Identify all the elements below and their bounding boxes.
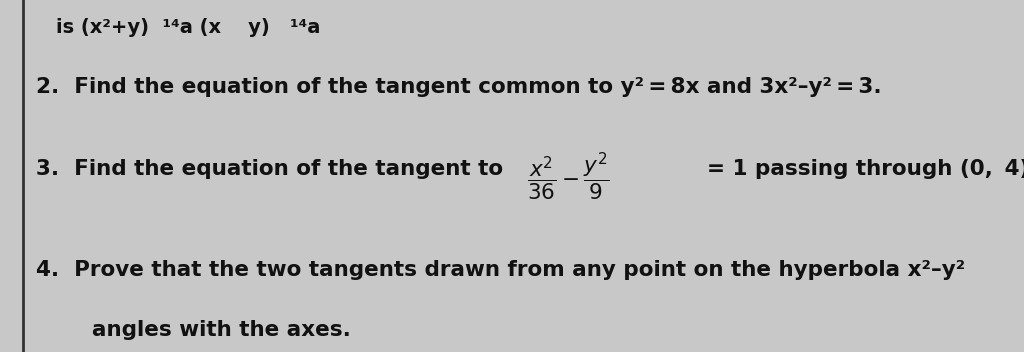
Text: $\dfrac{x^2}{36}-\dfrac{y^2}{9}$: $\dfrac{x^2}{36}-\dfrac{y^2}{9}$ xyxy=(527,150,609,202)
Text: 2.  Find the equation of the tangent common to y² = 8x and 3x²–y² = 3.: 2. Find the equation of the tangent comm… xyxy=(36,77,882,98)
Text: angles with the axes.: angles with the axes. xyxy=(92,320,351,340)
Text: = 1 passing through (0,  4).: = 1 passing through (0, 4). xyxy=(707,159,1024,179)
Text: is (x²+y)  ¹⁴a (x    y)   ¹⁴a: is (x²+y) ¹⁴a (x y) ¹⁴a xyxy=(56,18,321,37)
Text: 4.  Prove that the two tangents drawn from any point on the hyperbola x²–y²: 4. Prove that the two tangents drawn fro… xyxy=(36,260,965,281)
Text: 3.  Find the equation of the tangent to: 3. Find the equation of the tangent to xyxy=(36,159,503,179)
